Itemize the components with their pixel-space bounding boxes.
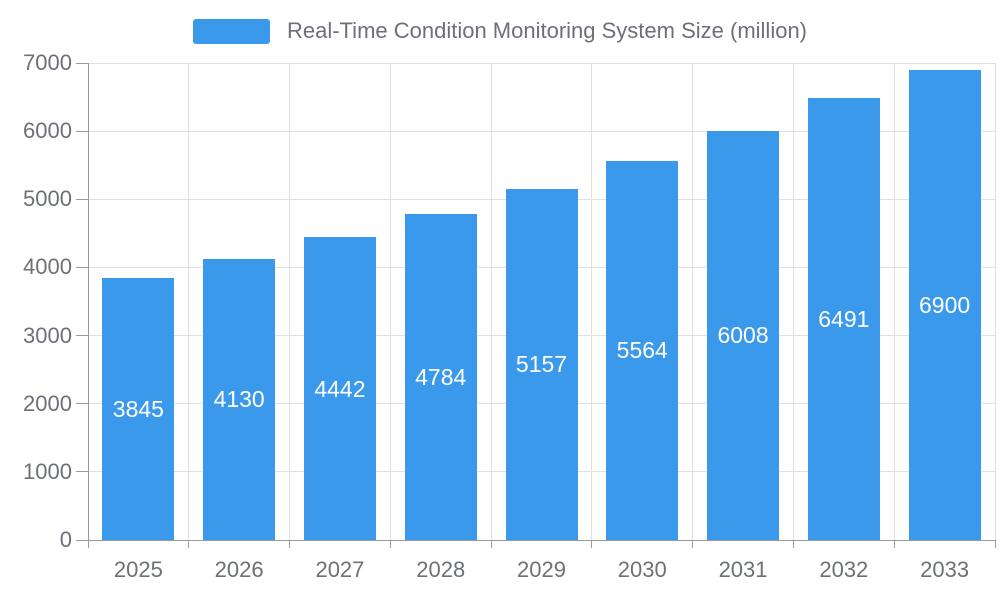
x-gridline xyxy=(289,63,291,540)
x-gridline xyxy=(591,63,593,540)
x-tick-label: 2029 xyxy=(517,557,566,582)
y-tick-mark xyxy=(76,403,88,405)
y-gridline xyxy=(88,62,995,64)
y-gridline xyxy=(88,130,995,132)
bar-value-label: 6491 xyxy=(818,305,870,332)
bar: 6900 xyxy=(908,69,981,540)
x-gridline xyxy=(490,63,492,540)
x-tick-mark xyxy=(994,540,996,548)
y-tick-mark xyxy=(76,539,88,541)
bar-value-label: 6008 xyxy=(717,322,769,349)
bar-value-label: 4130 xyxy=(213,386,265,413)
x-tick-label: 2027 xyxy=(315,557,365,582)
bar-value-label: 5564 xyxy=(616,337,668,364)
y-tick-mark xyxy=(76,62,88,64)
y-tick-label: 4000 xyxy=(23,254,72,280)
bar: 4130 xyxy=(203,258,276,540)
legend-swatch xyxy=(192,18,270,44)
x-gridline xyxy=(893,63,895,540)
x-tick-mark xyxy=(792,540,794,548)
legend-item[interactable]: Real-Time Condition Monitoring System Si… xyxy=(192,18,808,44)
y-tick-label: 7000 xyxy=(23,50,72,75)
x-tick-mark xyxy=(87,540,89,548)
x-gridline xyxy=(792,63,794,540)
legend: Real-Time Condition Monitoring System Si… xyxy=(0,15,1000,47)
bar: 6008 xyxy=(707,130,780,540)
legend-label: Real-Time Condition Monitoring System Si… xyxy=(286,18,808,43)
x-tick-mark xyxy=(389,540,391,548)
x-tick-mark xyxy=(692,540,694,548)
y-tick-mark xyxy=(76,198,88,200)
bar-value-label: 4784 xyxy=(415,363,467,390)
x-axis-line xyxy=(88,539,995,541)
x-gridline xyxy=(188,63,190,540)
y-tick-label: 1000 xyxy=(23,458,72,484)
x-tick-label: 2031 xyxy=(718,557,768,582)
x-tick-label: 2026 xyxy=(214,557,264,582)
bar: 4784 xyxy=(404,214,477,540)
x-gridline xyxy=(692,63,694,540)
bar: 4442 xyxy=(303,237,376,540)
bar-value-label: 4442 xyxy=(314,375,366,402)
x-tick-label: 2032 xyxy=(819,557,869,582)
y-tick-label: 6000 xyxy=(23,118,72,144)
bar: 3845 xyxy=(102,277,175,540)
x-tick-label: 2028 xyxy=(416,557,466,582)
bar: 5157 xyxy=(505,188,578,540)
y-tick-label: 5000 xyxy=(23,186,72,212)
bar: 6491 xyxy=(807,97,880,540)
x-tick-mark xyxy=(490,540,492,548)
y-tick-label: 3000 xyxy=(23,322,72,348)
bar-value-label: 6900 xyxy=(919,291,971,318)
y-tick-mark xyxy=(76,471,88,473)
y-tick-label: 0 xyxy=(59,527,72,552)
x-tick-label: 2033 xyxy=(920,557,970,582)
x-tick-mark xyxy=(591,540,593,548)
y-tick-mark xyxy=(76,335,88,337)
bar: 5564 xyxy=(606,160,679,540)
x-gridline xyxy=(389,63,391,540)
y-tick-label: 2000 xyxy=(23,390,72,416)
x-tick-mark xyxy=(289,540,291,548)
y-tick-mark xyxy=(76,266,88,268)
x-tick-mark xyxy=(893,540,895,548)
y-tick-mark xyxy=(76,130,88,132)
bar-value-label: 3845 xyxy=(112,395,164,422)
bar-value-label: 5157 xyxy=(515,351,568,378)
x-tick-label: 2025 xyxy=(113,557,163,582)
y-axis-line xyxy=(87,63,89,540)
x-tick-mark xyxy=(188,540,190,548)
x-gridline xyxy=(994,63,996,540)
x-tick-label: 2030 xyxy=(617,557,667,582)
